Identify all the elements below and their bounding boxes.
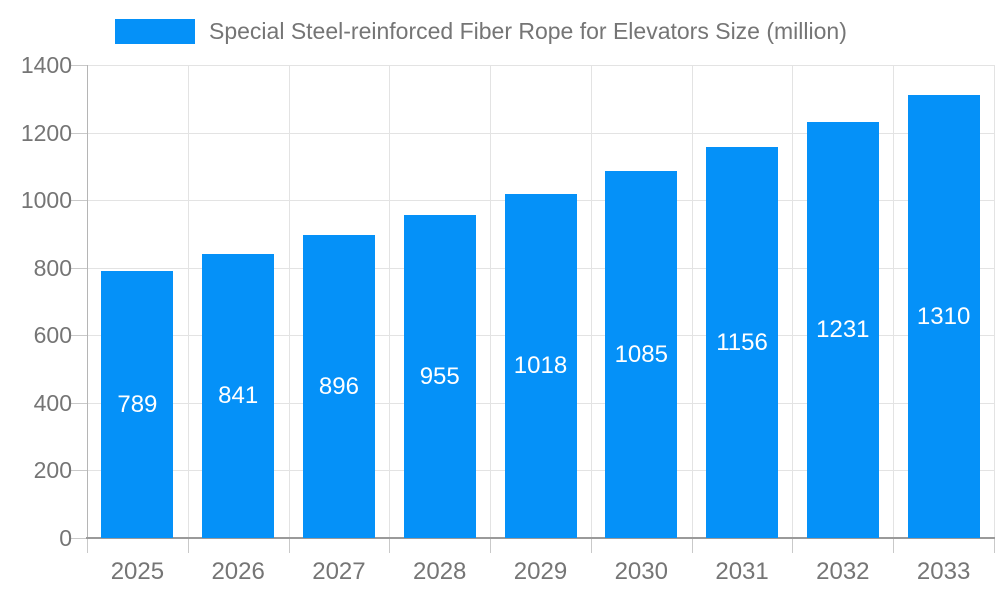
y-axis-label: 1200: [20, 119, 72, 146]
gridline-v: [994, 65, 995, 538]
x-axis-label: 2028: [413, 558, 467, 585]
y-axis-label: 200: [33, 457, 72, 484]
x-axis-tick: [994, 538, 995, 553]
x-axis-label: 2025: [110, 558, 165, 585]
bar-value-label: 1085: [614, 340, 668, 368]
y-axis-tick: [69, 267, 87, 269]
y-axis-tick: [69, 65, 87, 66]
legend-label: Special Steel-reinforced Fiber Rope for …: [209, 18, 847, 44]
bar: [101, 271, 174, 538]
x-axis-label: 2032: [816, 558, 870, 585]
x-axis-tick: [187, 538, 189, 553]
gridline-v: [691, 65, 693, 538]
bar: [202, 253, 275, 538]
y-axis-tick: [69, 335, 87, 337]
bar-value-label: 1231: [816, 316, 870, 344]
y-axis-tick: [69, 538, 87, 539]
y-axis-tick: [69, 200, 87, 202]
gridline-v: [87, 65, 88, 538]
x-axis-tick: [792, 538, 794, 553]
legend-swatch: [115, 18, 195, 44]
x-axis-label: 2031: [715, 558, 769, 585]
bar-value-label: 955: [419, 362, 460, 390]
gridline-v: [590, 65, 592, 538]
gridline-v: [792, 65, 794, 538]
bar-value-label: 841: [218, 381, 259, 409]
bar: [605, 171, 678, 538]
gridline-v: [490, 65, 492, 538]
x-axis-tick: [490, 538, 492, 553]
gridline-v: [389, 65, 391, 538]
y-axis-label: 1000: [20, 187, 72, 214]
y-axis-label: 0: [59, 525, 72, 551]
y-axis-label: 800: [33, 254, 72, 281]
plot-area: 0 200 400 600 800 1000 1200 1400 789 2025 841 2026 8…: [21, 53, 995, 585]
x-axis-tick: [590, 538, 592, 553]
gridline-v: [187, 65, 189, 538]
bar-value-label: 789: [117, 390, 158, 418]
x-axis-label: 2030: [614, 558, 668, 585]
x-axis-tick: [87, 538, 88, 553]
y-axis-tick: [69, 402, 87, 404]
bar-value-label: 1018: [513, 352, 568, 380]
gridline-v: [288, 65, 290, 538]
x-axis-tick: [288, 538, 290, 553]
x-axis-tick: [389, 538, 391, 553]
x-axis-tick: [691, 538, 693, 553]
x-axis-label: 2033: [916, 558, 971, 585]
y-axis-label: 400: [33, 389, 72, 416]
y-axis-tick: [69, 470, 87, 472]
y-axis-label: 600: [33, 322, 72, 349]
bar: [302, 235, 375, 538]
bar-value-label: 1156: [716, 328, 768, 356]
bar: [403, 215, 476, 538]
x-axis-label: 2026: [211, 558, 265, 585]
gridline-h: [87, 65, 994, 66]
bar-value-label: 896: [318, 372, 359, 400]
x-axis-label: 2029: [513, 558, 568, 585]
y-axis-label: 1400: [20, 52, 72, 78]
x-axis-tick: [893, 538, 895, 553]
legend-item[interactable]: Special Steel-reinforced Fiber Rope for …: [115, 18, 847, 44]
gridline-h: [87, 132, 994, 134]
bar: [907, 95, 980, 538]
x-axis-line: [86, 537, 995, 539]
bar-value-label: 1310: [916, 302, 971, 330]
y-axis-tick: [69, 132, 87, 134]
x-axis-label: 2027: [312, 558, 366, 585]
bar: [504, 194, 577, 538]
gridline-v: [893, 65, 895, 538]
bar: [706, 147, 779, 538]
bar: [806, 122, 879, 538]
